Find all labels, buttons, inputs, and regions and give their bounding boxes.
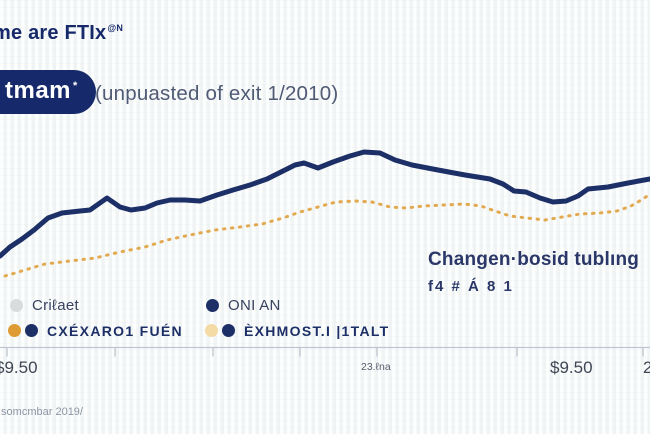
page-title: me are FTIx@N <box>0 22 123 45</box>
page-title-superscript: @N <box>107 23 124 34</box>
legend-item-orange-navy-series: CXÉXARO1 FUÉN <box>8 322 183 339</box>
legend-item-tan-navy-series: ÈXHMOST.I |1TALT <box>205 322 390 339</box>
brand-badge-asterisk: * <box>73 80 78 92</box>
legend-item-gray-series: Criℓaet <box>10 297 79 314</box>
annotation-line1: Changen·bosid tublıng <box>428 249 640 270</box>
annotation-line2: f4 # Á 8 1 <box>428 278 514 295</box>
footnote: :somcmbar 2019/ <box>0 406 83 418</box>
legend-dot-navy <box>222 324 235 337</box>
legend-label: ÈXHMOST.I |1TALT <box>244 322 390 339</box>
legend-dot-tan <box>205 324 218 337</box>
x-axis-label-left: $9.50 <box>0 358 38 377</box>
legend-dot-gray <box>10 299 23 312</box>
chart-annotation: Changen·bosid tublıng f4 # Á 8 1 <box>428 249 639 295</box>
legend-dot-navy <box>206 299 219 312</box>
legend-label: CXÉXARO1 FUÉN <box>47 322 183 339</box>
brand-badge: tmam * <box>0 70 96 114</box>
brand-badge-label: tmam <box>5 77 72 104</box>
page-title-text: me are FTIx <box>0 22 107 44</box>
x-axis-label-right: $9.50 <box>550 358 593 377</box>
legend-dot-orange <box>8 324 21 337</box>
legend-dot-navy <box>25 324 38 337</box>
subtitle: (unpuasted of exit 1/2010) <box>95 82 339 105</box>
legend-item-navy-series: ONI AN <box>206 297 281 314</box>
x-axis-label-edge: 2 <box>643 358 650 377</box>
legend-label: ONI AN <box>228 297 281 314</box>
legend-label: Criℓaet <box>32 297 79 314</box>
x-axis-label-mid: 23.ℓna <box>361 361 391 373</box>
